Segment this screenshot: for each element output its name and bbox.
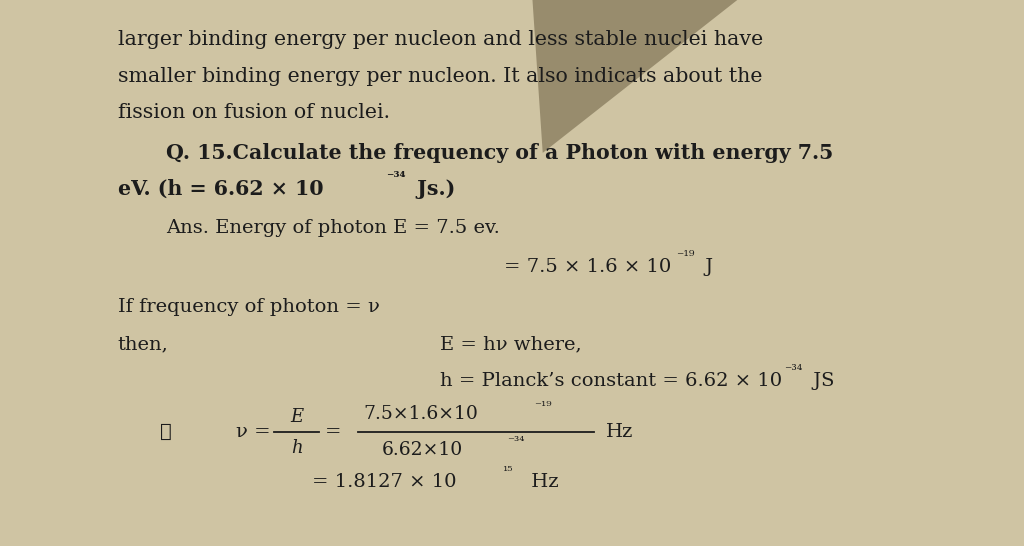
Text: ⁻³⁴: ⁻³⁴ xyxy=(386,171,406,185)
Text: 7.5×1.6×10: 7.5×1.6×10 xyxy=(364,406,478,423)
Text: ν =: ν = xyxy=(236,424,270,441)
Text: h = Planck’s constant = 6.62 × 10: h = Planck’s constant = 6.62 × 10 xyxy=(440,372,782,390)
Text: ∴: ∴ xyxy=(160,424,172,441)
Text: ⁻³⁴: ⁻³⁴ xyxy=(507,435,524,448)
Text: Js.): Js.) xyxy=(410,179,455,199)
Text: Ans. Energy of photon E = 7.5 ev.: Ans. Energy of photon E = 7.5 ev. xyxy=(166,219,500,238)
Text: smaller binding energy per nucleon. It also indicats about the: smaller binding energy per nucleon. It a… xyxy=(118,67,762,86)
Text: ¹⁵: ¹⁵ xyxy=(502,465,512,478)
Text: then,: then, xyxy=(118,336,169,354)
Text: ⁻¹⁹: ⁻¹⁹ xyxy=(535,400,552,413)
Text: Hz: Hz xyxy=(525,473,559,490)
Text: = 1.8127 × 10: = 1.8127 × 10 xyxy=(312,473,457,490)
Text: fission on fusion of nuclei.: fission on fusion of nuclei. xyxy=(118,103,390,122)
Polygon shape xyxy=(532,0,737,153)
Text: Hz: Hz xyxy=(606,424,634,441)
Text: ⁻³⁴: ⁻³⁴ xyxy=(784,364,803,378)
Text: larger binding energy per nucleon and less stable nuclei have: larger binding energy per nucleon and le… xyxy=(118,30,763,49)
Text: h: h xyxy=(291,439,303,456)
Text: If frequency of photon = ν: If frequency of photon = ν xyxy=(118,298,380,316)
Text: J: J xyxy=(699,258,714,276)
Text: Q. 15.Calculate the frequency of a Photon with energy 7.5: Q. 15.Calculate the frequency of a Photo… xyxy=(166,143,834,163)
Text: E: E xyxy=(291,408,303,426)
Text: ⁻¹⁹: ⁻¹⁹ xyxy=(676,250,694,264)
Text: =: = xyxy=(325,424,341,441)
Text: 6.62×10: 6.62×10 xyxy=(382,442,463,459)
Text: = 7.5 × 1.6 × 10: = 7.5 × 1.6 × 10 xyxy=(504,258,671,276)
Text: JS: JS xyxy=(807,372,835,390)
Text: eV. (h = 6.62 × 10: eV. (h = 6.62 × 10 xyxy=(118,179,324,199)
Text: E = hν where,: E = hν where, xyxy=(440,336,582,354)
